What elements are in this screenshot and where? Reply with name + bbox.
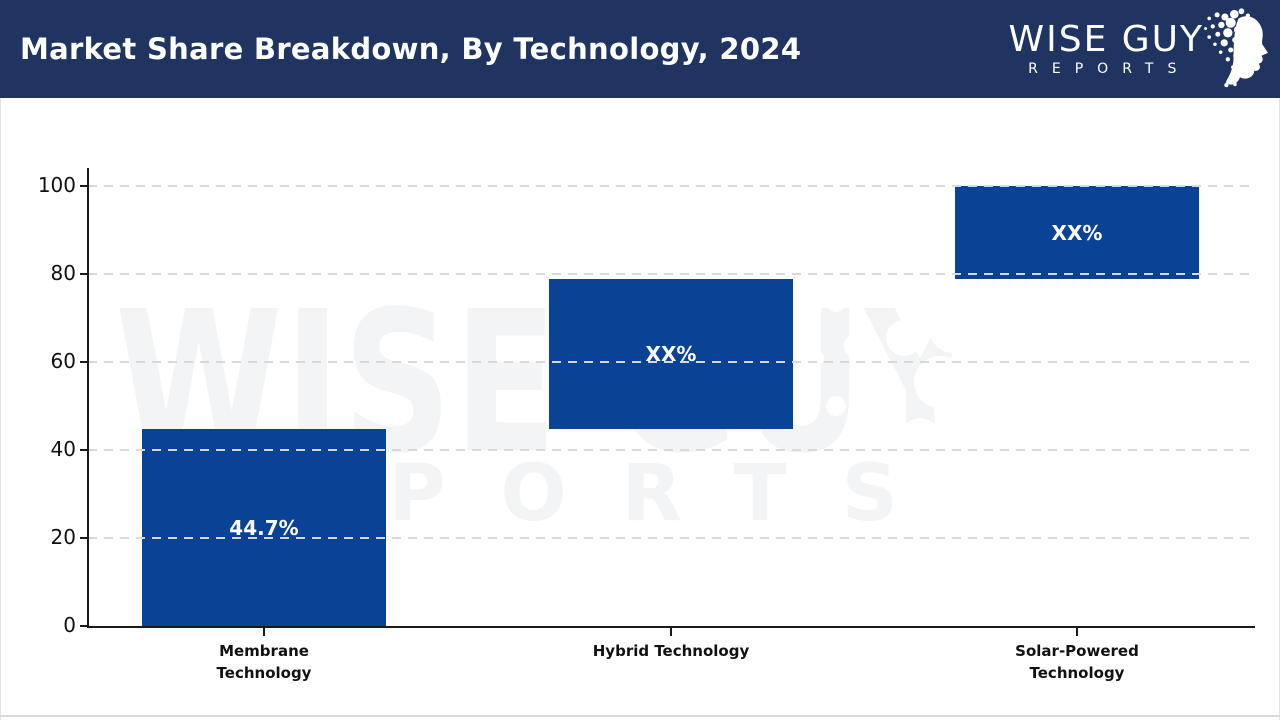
x-tick-label: Solar-Powered Technology <box>1015 642 1139 682</box>
gridline <box>88 273 1255 275</box>
gridline <box>88 361 1255 363</box>
y-axis <box>87 168 89 628</box>
y-axis-tick-mark <box>80 361 88 363</box>
logo-reports-wordmark: REPORTS <box>1028 61 1191 77</box>
y-axis-tick-mark <box>80 273 88 275</box>
chart-area: 0 20 40 60 80 100 44.7% Membrane Technology XX% H… <box>0 98 1280 720</box>
y-tick-label: 20 <box>50 525 76 549</box>
y-axis-tick-mark <box>80 449 88 451</box>
bottom-border-line <box>0 715 1280 717</box>
y-tick-label: 60 <box>50 349 76 373</box>
bar <box>142 429 386 626</box>
bar-value-label: XX% <box>645 342 697 367</box>
logo-text: WISE GUY REPORTS <box>1008 19 1205 77</box>
logo-brand-wordmark: WISE GUY <box>1008 19 1204 60</box>
y-axis-tick-mark <box>80 625 88 627</box>
bar-value-label: XX% <box>1051 220 1103 245</box>
y-axis-tick-mark <box>80 185 88 187</box>
y-axis-tick-mark <box>80 537 88 539</box>
x-axis-tick-mark <box>263 628 265 636</box>
y-tick-label: 40 <box>50 437 76 461</box>
x-tick-label: Hybrid Technology <box>592 642 750 660</box>
gridline <box>88 537 1255 539</box>
bar <box>549 279 793 430</box>
x-axis-tick-mark <box>1076 628 1078 636</box>
header-bar: Market Share Breakdown, By Technology, 2… <box>0 0 1280 98</box>
gridline <box>88 185 1255 187</box>
bar <box>955 186 1199 280</box>
gridline <box>88 449 1255 451</box>
left-border <box>0 98 1 720</box>
y-tick-label: 80 <box>50 261 76 285</box>
brand-logo: WISE GUY REPORTS <box>1009 5 1280 93</box>
x-tick-label: Membrane Technology <box>216 642 312 682</box>
y-tick-label: 100 <box>37 173 76 197</box>
x-axis <box>87 626 1255 628</box>
bar-value-label: 44.7% <box>229 515 299 540</box>
page-title: Market Share Breakdown, By Technology, 2… <box>20 32 802 66</box>
y-tick-label: 0 <box>63 613 76 637</box>
logo-face-icon <box>1204 8 1268 88</box>
x-axis-tick-mark <box>670 628 672 636</box>
